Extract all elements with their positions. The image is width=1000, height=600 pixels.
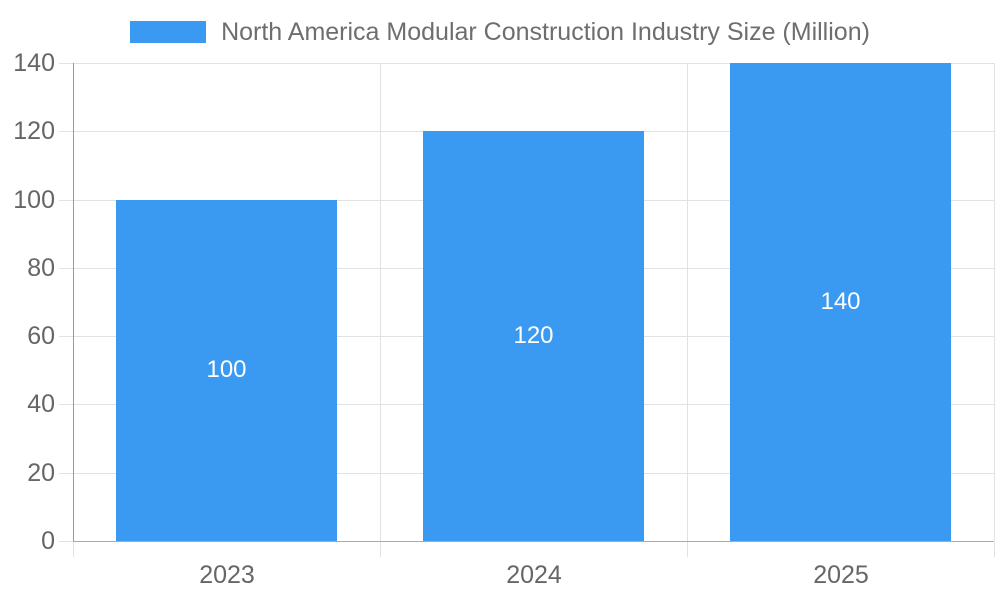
- y-axis-label-120: 120: [13, 117, 55, 146]
- y-axis-tick-120: [59, 131, 73, 133]
- gridline-vertical-2: [687, 63, 688, 541]
- y-axis-line: [73, 63, 74, 557]
- bar-2024[interactable]: 120: [423, 131, 644, 541]
- bar-2023[interactable]: 100: [116, 199, 337, 541]
- x-axis-tick-3: [994, 542, 995, 557]
- y-axis-tick-140: [59, 63, 73, 64]
- legend-swatch: [130, 21, 207, 43]
- x-axis-label-2023: 2023: [199, 561, 255, 589]
- legend-label: North America Modular Construction Indus…: [221, 17, 870, 46]
- y-axis-label-80: 80: [27, 253, 55, 282]
- gridline-vertical-3: [994, 63, 995, 541]
- plot-area: 100 120 140: [73, 63, 995, 541]
- gridline-horizontal-140: [73, 63, 994, 64]
- y-axis-label-140: 140: [13, 49, 55, 77]
- bar-value-label-2023: 100: [206, 356, 247, 384]
- x-axis-label-2025: 2025: [813, 561, 869, 589]
- x-axis-tick-2: [687, 542, 688, 557]
- y-axis-tick-0: [59, 541, 73, 542]
- y-axis-label-0: 0: [41, 527, 55, 555]
- x-axis-label-2024: 2024: [506, 561, 562, 589]
- legend[interactable]: North America Modular Construction Indus…: [0, 16, 1000, 48]
- y-axis-tick-60: [59, 336, 73, 338]
- x-axis-line: [73, 541, 994, 542]
- y-axis-label-40: 40: [27, 390, 55, 419]
- x-axis-tick-0: [73, 542, 74, 557]
- y-axis-label-20: 20: [27, 458, 55, 487]
- bar-value-label-2024: 120: [513, 322, 554, 350]
- y-axis-tick-40: [59, 404, 73, 406]
- y-axis-tick-80: [59, 267, 73, 269]
- bar-value-label-2025: 140: [820, 288, 861, 315]
- y-axis-tick-20: [59, 472, 73, 474]
- y-axis-label-60: 60: [27, 322, 55, 351]
- y-axis-label-100: 100: [13, 185, 55, 214]
- bar-2025[interactable]: 140: [730, 63, 951, 541]
- y-axis-tick-100: [59, 199, 73, 201]
- x-axis-tick-1: [380, 542, 381, 557]
- gridline-vertical-1: [380, 63, 381, 541]
